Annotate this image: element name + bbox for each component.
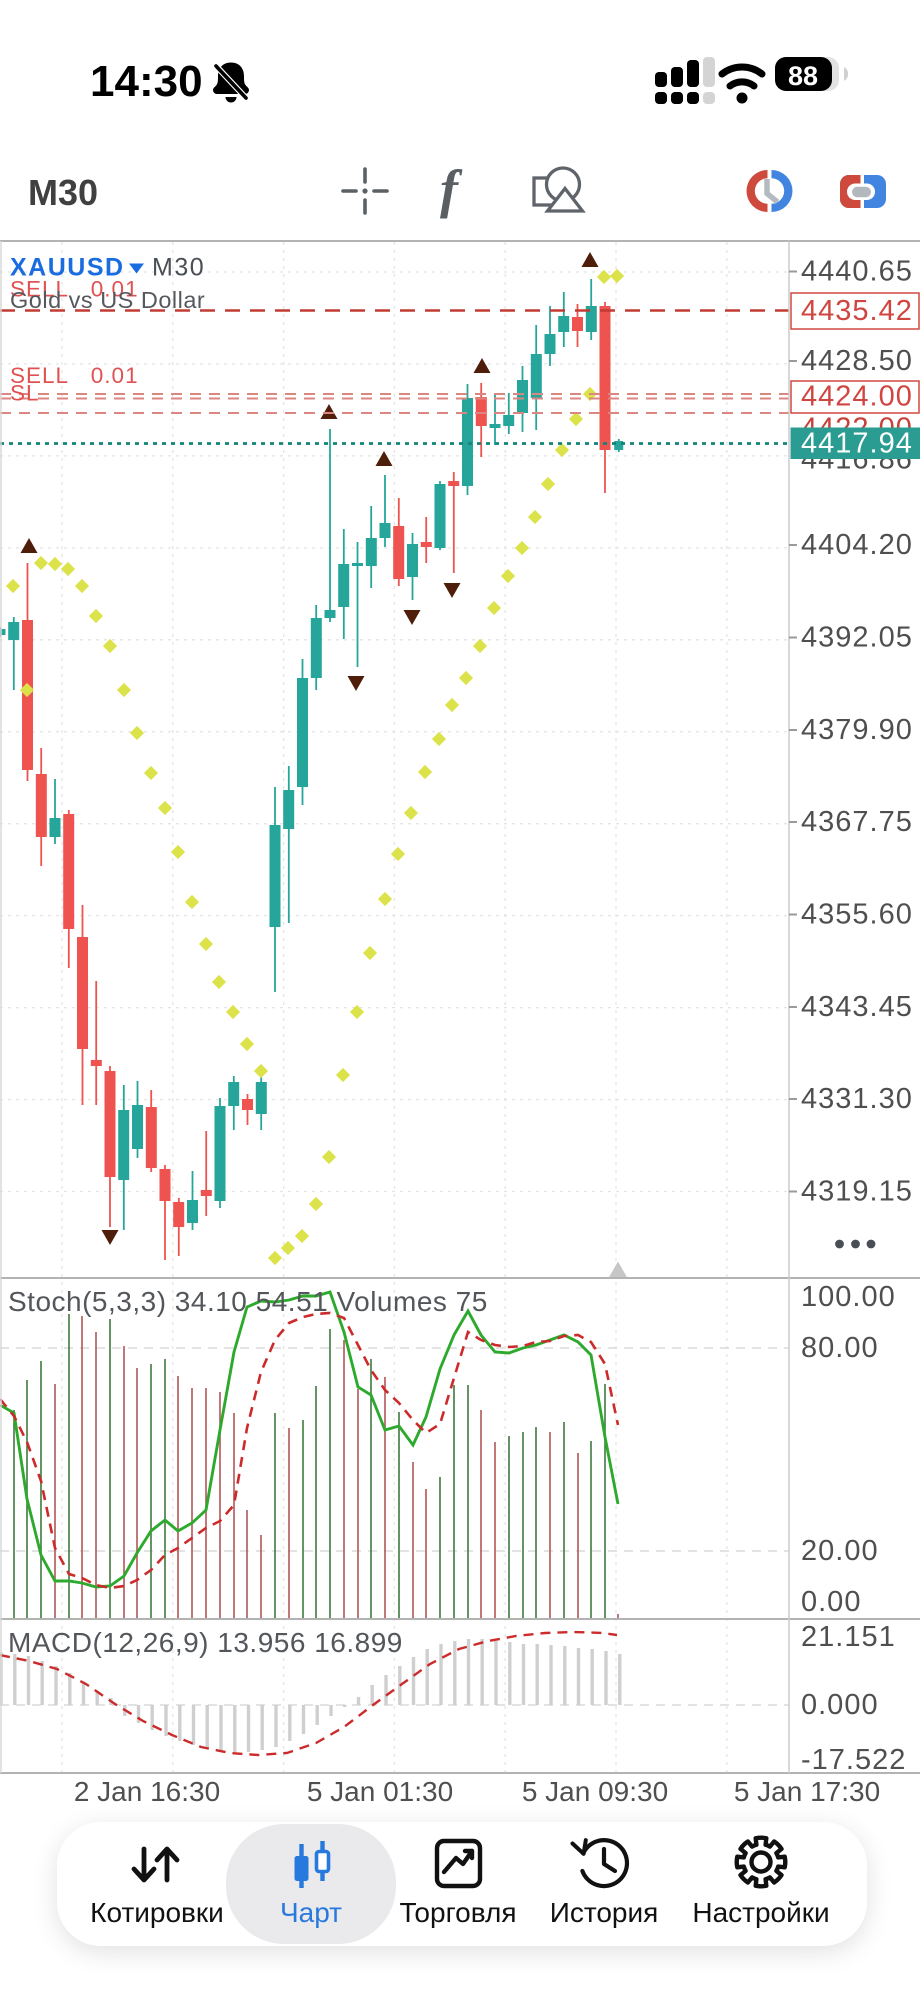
svg-text:Чарт: Чарт [280,1897,342,1928]
svg-text:4424.00: 4424.00 [801,381,913,413]
svg-text:88: 88 [788,61,818,91]
svg-text:История: История [550,1897,659,1928]
svg-text:14:30: 14:30 [90,57,203,106]
svg-text:0.00: 0.00 [801,1586,861,1618]
svg-text:4435.42: 4435.42 [801,295,913,327]
svg-text:SL: SL [10,381,40,406]
svg-text:20.00: 20.00 [801,1535,879,1567]
svg-text:5 Jan 01:30: 5 Jan 01:30 [307,1776,453,1807]
svg-text:4319.15: 4319.15 [801,1176,913,1208]
svg-text:4428.50: 4428.50 [801,345,913,377]
svg-text:f: f [440,159,463,219]
svg-text:Gold vs US Dollar: Gold vs US Dollar [10,287,205,313]
svg-text:M30: M30 [28,172,98,213]
svg-text:SELL 0.01: SELL 0.01 [10,363,139,388]
svg-text:M30: M30 [152,254,205,282]
svg-text:80.00: 80.00 [801,1332,879,1364]
svg-text:4440.65: 4440.65 [801,256,913,288]
svg-text:Котировки: Котировки [90,1897,224,1928]
svg-text:Stoch(5,3,3) 34.10 54.51 Volum: Stoch(5,3,3) 34.10 54.51 Volumes 75 [8,1286,488,1317]
svg-text:21.151: 21.151 [801,1621,896,1653]
svg-text:4404.20: 4404.20 [801,529,913,561]
svg-text:-17.522: -17.522 [801,1744,906,1776]
svg-text:4343.45: 4343.45 [801,991,913,1023]
svg-text:4355.60: 4355.60 [801,899,913,931]
svg-text:2 Jan 16:30: 2 Jan 16:30 [74,1776,220,1807]
svg-text:4331.30: 4331.30 [801,1083,913,1115]
svg-text:MACD(12,26,9) 13.956 16.899: MACD(12,26,9) 13.956 16.899 [8,1627,403,1658]
svg-text:XAUUSD: XAUUSD [10,254,125,282]
svg-text:4392.05: 4392.05 [801,622,913,654]
svg-text:5 Jan 09:30: 5 Jan 09:30 [522,1776,668,1807]
svg-text:0.000: 0.000 [801,1689,879,1721]
svg-text:4379.90: 4379.90 [801,714,913,746]
svg-text:Торговля: Торговля [400,1897,517,1928]
svg-text:4417.94: 4417.94 [801,428,913,460]
svg-text:5 Jan 17:30: 5 Jan 17:30 [734,1776,880,1807]
svg-text:4367.75: 4367.75 [801,806,913,838]
svg-text:SELL 0.01: SELL 0.01 [10,277,139,302]
svg-text:Настройки: Настройки [692,1897,829,1928]
svg-text:100.00: 100.00 [801,1281,896,1313]
